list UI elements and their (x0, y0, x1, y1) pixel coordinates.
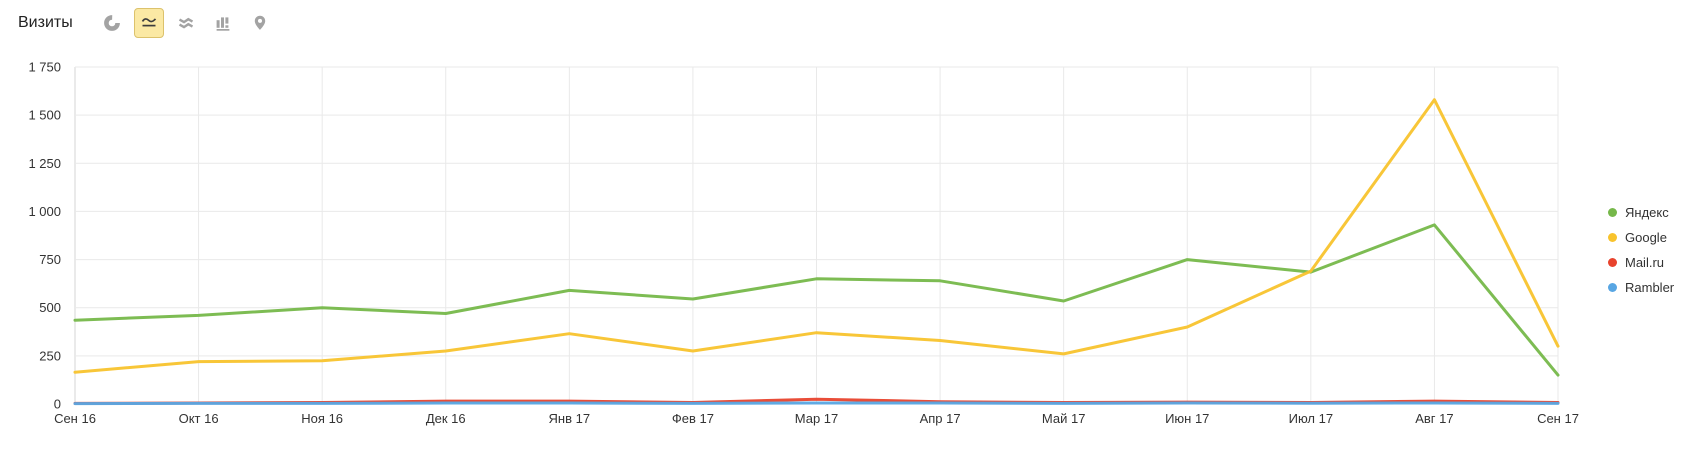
y-axis-tick-label: 1 000 (28, 204, 61, 219)
series-line-4 (73, 401, 1560, 406)
legend-label: Яндекс (1625, 205, 1669, 220)
y-axis-tick-label: 750 (39, 252, 61, 267)
x-axis-tick-label: Апр 17 (920, 411, 961, 426)
x-axis-tick-label: Май 17 (1042, 411, 1086, 426)
stacked-area-icon (177, 14, 195, 32)
x-axis-tick-label: Дек 16 (426, 411, 466, 426)
legend-label: Rambler (1625, 280, 1675, 295)
legend-dot-icon (1608, 208, 1617, 217)
x-axis-tick-label: Июл 17 (1289, 411, 1333, 426)
legend-item[interactable]: Яндекс (1608, 200, 1674, 225)
x-axis-tick-label: Сен 16 (54, 411, 96, 426)
legend-dot-icon (1608, 283, 1617, 292)
legend-item[interactable]: Mail.ru (1608, 250, 1674, 275)
legend-item[interactable]: Google (1608, 225, 1674, 250)
legend-label: Google (1625, 230, 1667, 245)
chart-type-column-chart-button[interactable] (208, 8, 238, 38)
chart-type-donut-chart-button[interactable] (97, 8, 127, 38)
legend-dot-icon (1608, 233, 1617, 242)
x-axis-tick-label: Авг 17 (1415, 411, 1453, 426)
legend-item[interactable]: Rambler (1608, 275, 1674, 300)
chart-legend: Яндекс Google Mail.ru Rambler (1608, 200, 1674, 300)
chart-type-stacked-area-button[interactable] (171, 8, 201, 38)
legend-dot-icon (1608, 258, 1617, 267)
y-axis-tick-label: 1 250 (28, 156, 61, 171)
legend-label: Mail.ru (1625, 255, 1665, 270)
chart-type-line-chart-button[interactable] (133, 8, 164, 38)
chart-type-toolbar (97, 8, 282, 38)
line-chart-icon (140, 14, 158, 32)
map-pin-icon (251, 14, 269, 32)
column-chart-icon (214, 14, 232, 32)
x-axis-tick-label: Янв 17 (549, 411, 591, 426)
chart-header: Визиты (18, 8, 282, 38)
x-axis-tick-label: Сен 17 (1537, 411, 1579, 426)
x-axis-tick-label: Июн 17 (1165, 411, 1209, 426)
x-axis-tick-label: Ноя 16 (301, 411, 343, 426)
y-axis-tick-label: 250 (39, 348, 61, 363)
y-axis-tick-label: 1 750 (28, 60, 61, 75)
page-title: Визиты (18, 14, 73, 31)
x-axis-tick-label: Окт 16 (179, 411, 219, 426)
donut-chart-icon (103, 14, 121, 32)
x-axis-tick-label: Мар 17 (795, 411, 839, 426)
chart-type-map-pin-button[interactable] (245, 8, 275, 38)
y-axis-tick-label: 500 (39, 300, 61, 315)
y-axis-tick-label: 1 500 (28, 108, 61, 123)
x-axis-tick-label: Фев 17 (672, 411, 714, 426)
y-axis-tick-label: 0 (54, 397, 61, 412)
series-line-2 (73, 98, 1560, 374)
